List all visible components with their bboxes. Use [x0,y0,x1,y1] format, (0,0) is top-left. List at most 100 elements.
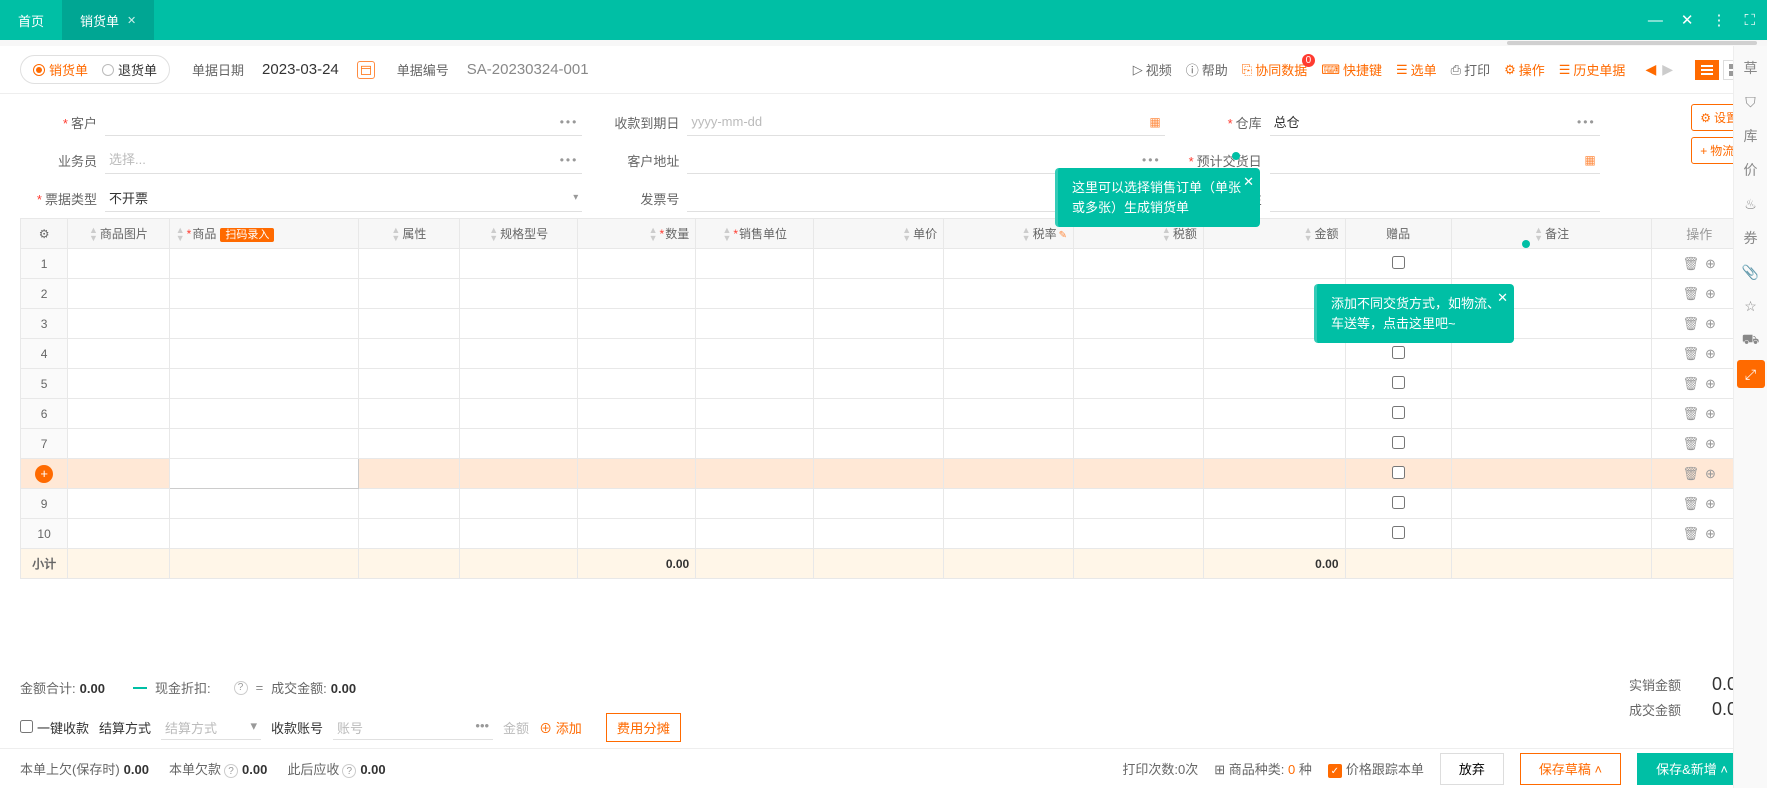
table-row[interactable]: 5🗑⊕ [21,369,1747,399]
window-close-icon[interactable]: ✕ [1677,7,1698,33]
edit-icon[interactable]: ✎ [1059,230,1067,241]
tab-sales[interactable]: 销货单✕ [62,0,154,40]
fullscreen-icon[interactable]: ⛶ [1740,8,1759,33]
settle-input[interactable]: 结算方式▾ [161,716,261,740]
prev-icon[interactable]: ◀ [1645,61,1656,78]
col-img[interactable]: ▲▼商品图片 [68,219,170,249]
col-qty[interactable]: ▲▼*数量 [578,219,696,249]
tab-home[interactable]: 首页 [0,0,62,40]
calendar-icon[interactable]: ▦ [1149,115,1160,129]
more-icon[interactable]: ••• [560,115,579,129]
radio-return[interactable]: 退货单 [102,60,157,79]
action-print[interactable]: ⎙打印 [1451,60,1490,79]
table-row[interactable]: 9🗑⊕ [21,489,1747,519]
sb-stock-icon[interactable]: 库 [1737,122,1765,150]
help-icon[interactable]: ? [342,764,356,778]
delete-icon[interactable]: 🗑 [1683,466,1700,481]
copy-icon[interactable]: ⊕ [1705,436,1716,451]
gift-checkbox[interactable] [1392,526,1405,539]
feesplit-button[interactable]: 费用分摊 [606,713,681,742]
gift-checkbox[interactable] [1392,496,1405,509]
input-delivery[interactable]: ▦ [1270,146,1600,174]
close-icon[interactable]: ✕ [1497,288,1508,308]
copy-icon[interactable]: ⊕ [1705,346,1716,361]
sb-expand-icon[interactable]: ⤢ [1737,360,1765,388]
action-sync[interactable]: ⎘协同数据0 [1242,60,1307,79]
col-price[interactable]: ▲▼单价 [814,219,944,249]
calendar-icon[interactable] [357,61,375,79]
minimize-icon[interactable]: — [1644,8,1667,33]
sb-shield-icon[interactable]: ⛉ [1737,88,1765,116]
col-note[interactable]: ▲▼备注 [1451,219,1652,249]
view-list[interactable] [1695,60,1719,80]
date-value[interactable]: 2023-03-24 [262,61,339,78]
sb-star-icon[interactable]: ☆ [1737,292,1765,320]
copy-icon[interactable]: ⊕ [1705,466,1716,481]
copy-icon[interactable]: ⊕ [1705,256,1716,271]
table-row[interactable]: 6🗑⊕ [21,399,1747,429]
scan-tag[interactable]: 扫码录入 [220,228,274,242]
radio-sales[interactable]: 销货单 [33,60,88,79]
col-spec[interactable]: ▲▼规格型号 [460,219,578,249]
table-row[interactable]: 10🗑⊕ [21,519,1747,549]
copy-icon[interactable]: ⊕ [1705,526,1716,541]
delete-icon[interactable]: 🗑 [1683,316,1700,331]
onekey-checkbox[interactable]: 一键收款 [20,718,89,737]
help-icon[interactable]: ? [224,764,238,778]
gift-checkbox[interactable] [1392,436,1405,449]
sb-coupon-icon[interactable]: 券 [1737,224,1765,252]
gift-checkbox[interactable] [1392,346,1405,359]
copy-icon[interactable]: ⊕ [1705,286,1716,301]
input-salesman[interactable]: ••• [105,146,582,174]
price-track[interactable]: ✓价格跟踪本单 [1328,759,1424,779]
sb-clip-icon[interactable]: 📎 [1737,258,1765,286]
input-customer[interactable]: ••• [105,108,582,136]
action-video[interactable]: ▷视频 [1133,60,1172,79]
delete-icon[interactable]: 🗑 [1683,286,1700,301]
input-invtype[interactable]: ▾ [105,184,582,212]
table-row[interactable]: 1🗑⊕ [21,249,1747,279]
copy-icon[interactable]: ⊕ [1705,496,1716,511]
ellipsis-icon[interactable]: ⋮ [1707,7,1730,33]
copy-icon[interactable]: ⊕ [1705,316,1716,331]
delete-icon[interactable]: 🗑 [1683,526,1700,541]
more-icon[interactable]: ••• [1577,115,1596,129]
input-duedate[interactable]: ▦ [687,108,1164,136]
discard-button[interactable]: 放弃 [1440,753,1504,785]
close-icon[interactable]: ✕ [127,14,136,27]
acct-input[interactable]: 账号••• [333,716,493,740]
help-icon[interactable]: ? [234,681,248,695]
more-icon[interactable]: ••• [560,153,579,167]
savedraft-button[interactable]: 保存草稿 ˄ [1520,753,1621,785]
add-row-button[interactable]: + [35,465,53,483]
input-remark[interactable] [1270,184,1600,212]
action-select[interactable]: ☰选单 [1396,60,1437,79]
close-icon[interactable]: ✕ [1243,172,1254,192]
sb-fire-icon[interactable]: ♨ [1737,190,1765,218]
action-help[interactable]: ⓘ帮助 [1186,60,1228,79]
gift-checkbox[interactable] [1392,406,1405,419]
next-icon[interactable]: ▶ [1662,61,1673,78]
delete-icon[interactable]: 🗑 [1683,436,1700,451]
gift-checkbox[interactable] [1392,376,1405,389]
copy-icon[interactable]: ⊕ [1705,376,1716,391]
delete-icon[interactable]: 🗑 [1683,406,1700,421]
add-button[interactable]: ⊕ 添加 [539,718,582,737]
sb-truck-icon[interactable]: ⛟ [1737,326,1765,354]
gift-checkbox[interactable] [1392,256,1405,269]
col-gift[interactable]: 赠品 [1345,219,1451,249]
more-icon[interactable]: ••• [1142,153,1161,167]
table-row[interactable]: 4🗑⊕ [21,339,1747,369]
action-shortcut[interactable]: ⌨快捷键 [1321,60,1382,79]
delete-icon[interactable]: 🗑 [1683,256,1700,271]
action-operate[interactable]: ⚙操作 [1504,60,1545,79]
savenew-button[interactable]: 保存&新增 ˄ [1637,753,1747,785]
calendar-icon[interactable]: ▦ [1584,153,1595,167]
gift-checkbox[interactable] [1392,466,1405,479]
sb-draft-icon[interactable]: 草 [1737,54,1765,82]
delete-icon[interactable]: 🗑 [1683,376,1700,391]
col-gear[interactable]: ⚙ [21,219,68,249]
delete-icon[interactable]: 🗑 [1683,496,1700,511]
copy-icon[interactable]: ⊕ [1705,406,1716,421]
input-warehouse[interactable]: ••• [1270,108,1600,136]
